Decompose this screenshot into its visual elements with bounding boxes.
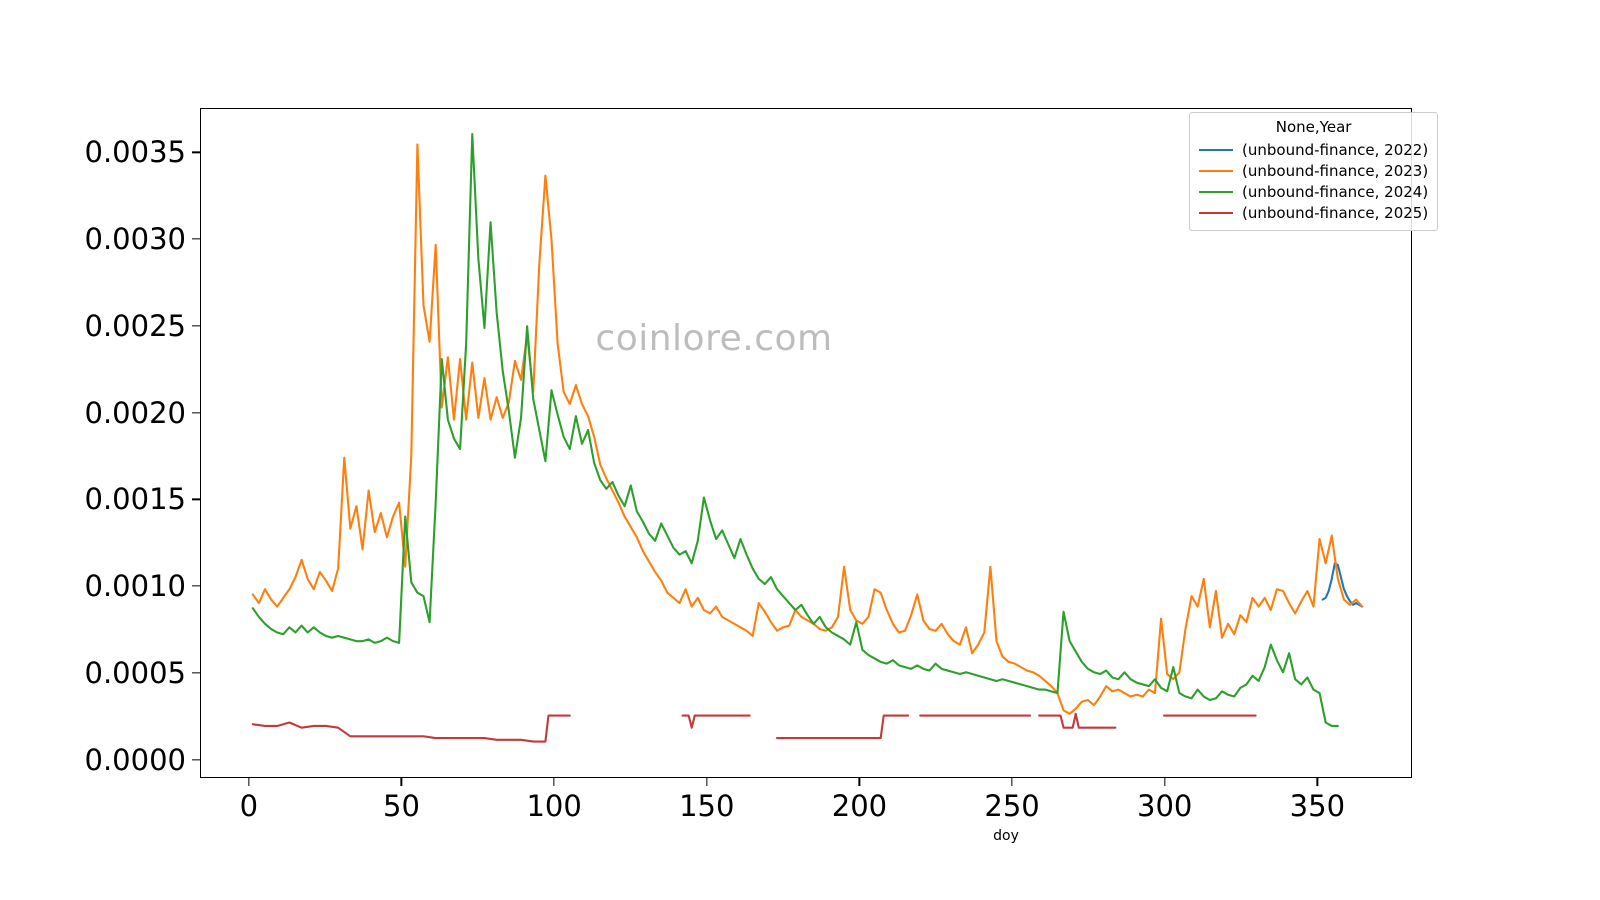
x-axis-tick-label: 0 (239, 789, 259, 823)
y-axis-tick-label: 0.0025 (84, 308, 186, 343)
y-axis-tick-label: 0.0010 (84, 569, 186, 604)
series-line-2023 (251, 143, 1364, 715)
y-axis-tick-mark (192, 238, 200, 240)
series-line-2025 (1038, 712, 1117, 729)
x-axis-tick-mark (1011, 778, 1013, 786)
x-axis-label: doy (0, 828, 1600, 844)
series-line-2024 (251, 133, 1339, 727)
y-axis-tick-label: 0.0000 (84, 742, 186, 777)
y-axis-tick-mark (192, 325, 200, 327)
y-axis-tick-label: 0.0030 (84, 222, 186, 257)
legend: None,Year (unbound-finance, 2022) (unboun… (1189, 112, 1439, 231)
x-axis-tick-label: 250 (984, 789, 1040, 823)
legend-color-swatch (1199, 190, 1233, 193)
legend-entry-label: (unbound-finance, 2023) (1242, 161, 1429, 180)
y-axis-tick-mark (192, 498, 200, 501)
y-axis-tick-mark (192, 759, 200, 761)
series-lines (251, 133, 1364, 743)
legend-entry-label: (unbound-finance, 2024) (1242, 182, 1429, 201)
y-axis-tick-mark (192, 585, 200, 587)
x-axis-tick-label: 300 (1137, 789, 1193, 823)
series-line-2022 (1321, 562, 1364, 608)
x-axis-tick-mark (706, 778, 708, 786)
x-axis-tick-label: 200 (831, 789, 888, 823)
legend-color-swatch (1199, 169, 1233, 172)
x-axis-tick-mark (1316, 778, 1319, 786)
series-line-2025 (775, 714, 910, 740)
x-axis-tick-mark (1164, 778, 1166, 786)
x-axis-tick-mark (248, 778, 250, 786)
x-axis-tick-mark (400, 778, 403, 786)
legend-entry[interactable]: (unbound-finance, 2024) (1199, 181, 1428, 202)
x-axis-label-text: doy (993, 828, 1019, 844)
y-axis-tick-label: 0.0035 (84, 135, 186, 170)
legend-entry-label: (unbound-finance, 2022) (1242, 140, 1429, 159)
y-axis-tick-label: 0.0015 (84, 482, 186, 517)
x-axis-tick-label: 350 (1289, 789, 1346, 823)
y-axis-tick-mark (192, 151, 200, 153)
x-axis-tick-mark (553, 778, 555, 786)
x-axis-tick-mark (858, 778, 861, 786)
legend-entry[interactable]: (unbound-finance, 2023) (1199, 160, 1428, 181)
y-axis-tick-mark (192, 672, 200, 674)
y-axis-tick-labels: 0.0000 0.0005 0.0010 0.0015 0.0020 0.0025 0.00… (0, 0, 186, 900)
legend-color-swatch (1199, 148, 1233, 151)
x-axis-tick-label: 150 (679, 789, 735, 823)
x-axis-tick-label: 100 (526, 789, 582, 823)
legend-title: None,Year (1275, 118, 1352, 136)
legend-entries: (unbound-finance, 2022) (unbound-finance,… (1199, 139, 1428, 223)
legend-entry[interactable]: (unbound-finance, 2022) (1199, 139, 1428, 160)
series-line-2025 (681, 714, 751, 729)
legend-entry-label: (unbound-finance, 2025) (1242, 203, 1429, 222)
y-axis-tick-mark (192, 411, 200, 414)
legend-entry[interactable]: (unbound-finance, 2025) (1199, 202, 1428, 223)
y-axis-tick-label: 0.0020 (84, 395, 186, 430)
series-line-2025 (251, 714, 571, 743)
legend-color-swatch (1199, 211, 1233, 214)
x-axis-tick-label: 50 (383, 789, 420, 823)
y-axis-tick-label: 0.0005 (84, 655, 186, 690)
